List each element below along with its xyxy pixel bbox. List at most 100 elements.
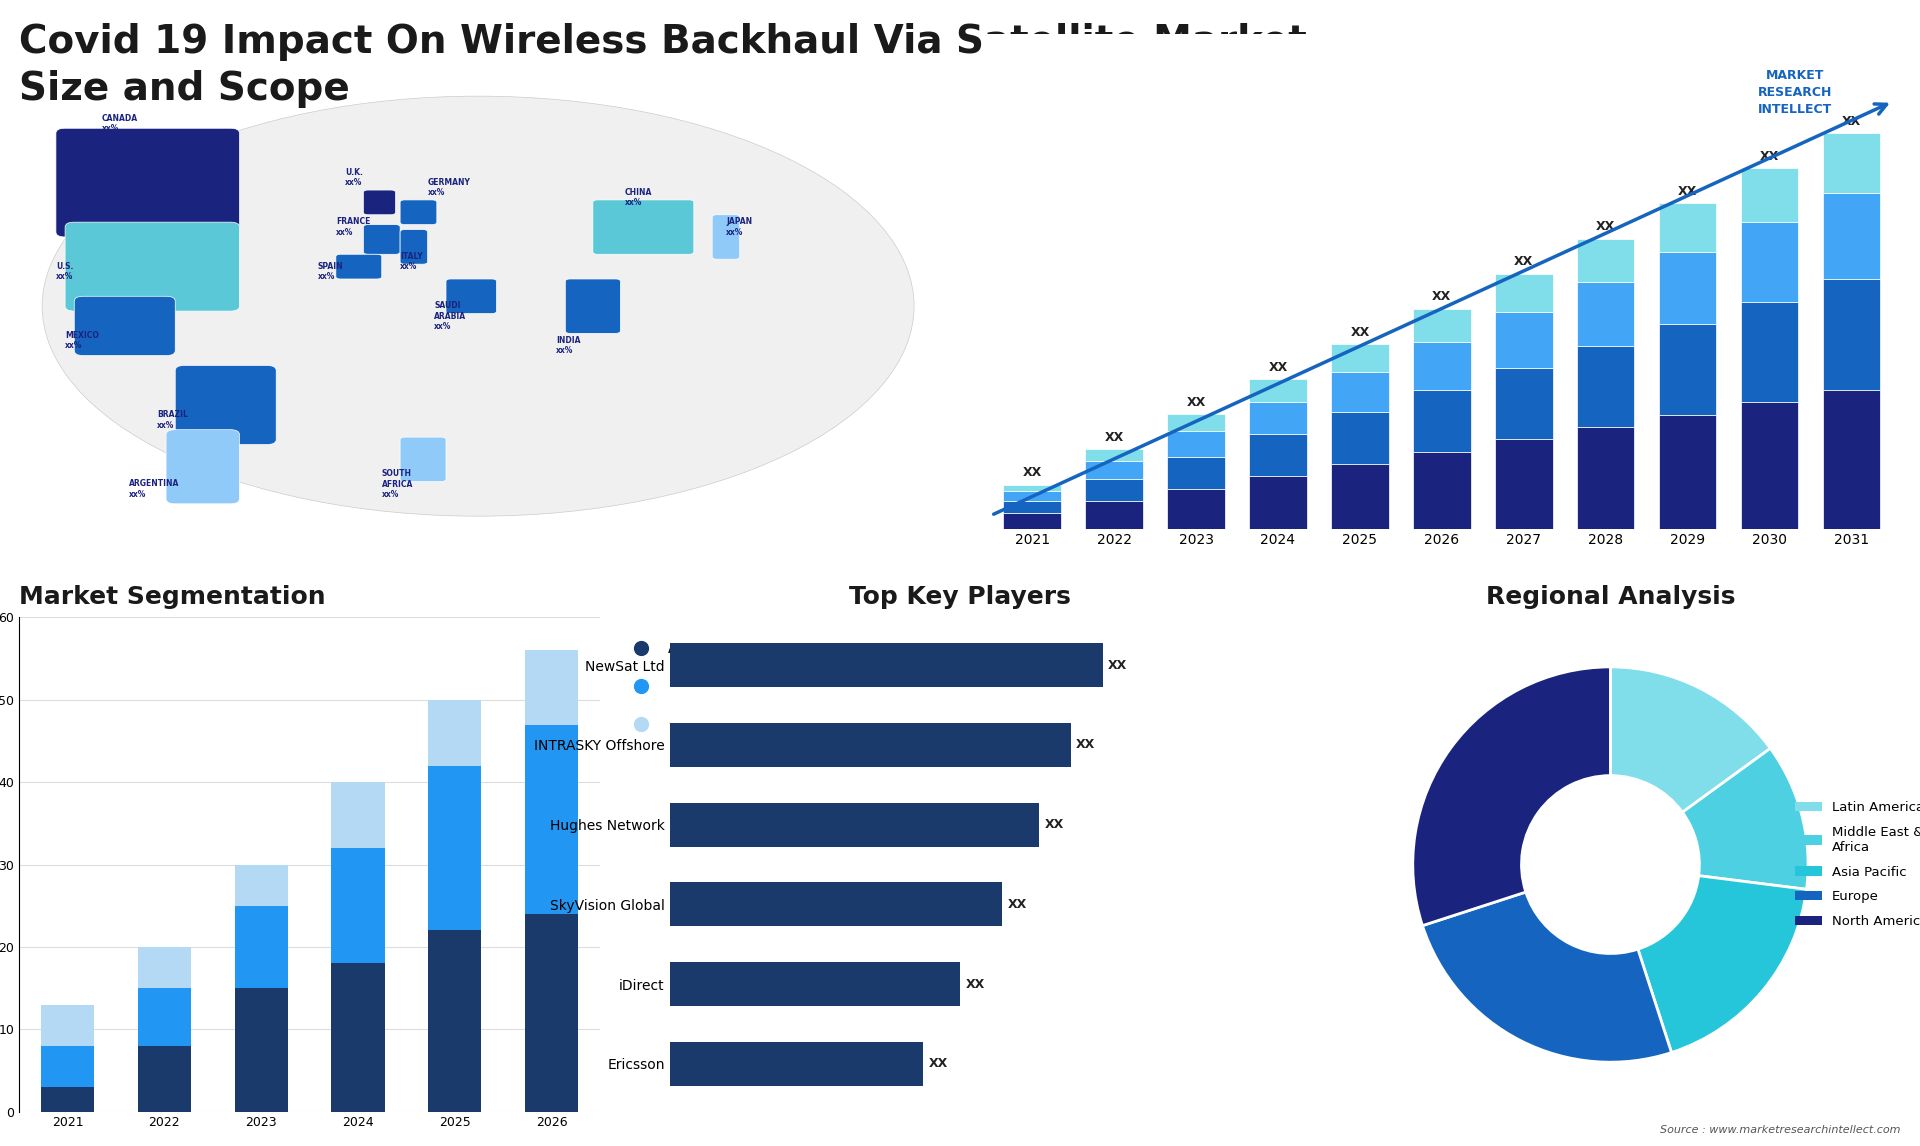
Wedge shape xyxy=(1682,748,1809,889)
Bar xyxy=(428,700,482,766)
Text: ITALY
xx%: ITALY xx% xyxy=(399,252,422,272)
Bar xyxy=(1331,344,1388,371)
Bar xyxy=(1331,413,1388,464)
Bar xyxy=(1413,452,1471,528)
Bar xyxy=(1822,280,1880,390)
FancyBboxPatch shape xyxy=(564,278,620,333)
Bar xyxy=(1167,488,1225,528)
Circle shape xyxy=(1521,776,1699,953)
Text: GERMANY
xx%: GERMANY xx% xyxy=(428,178,470,197)
Text: CANADA
xx%: CANADA xx% xyxy=(102,113,138,133)
Bar xyxy=(670,723,1071,767)
Bar xyxy=(670,643,1102,688)
Bar xyxy=(1496,312,1553,368)
Text: MARKET
RESEARCH
INTELLECT: MARKET RESEARCH INTELLECT xyxy=(1759,69,1832,116)
Bar xyxy=(1085,462,1142,479)
Bar xyxy=(40,1005,94,1046)
Text: XX: XX xyxy=(1075,738,1096,752)
Bar xyxy=(1822,193,1880,280)
Bar xyxy=(1659,252,1716,324)
FancyBboxPatch shape xyxy=(399,199,438,225)
Bar xyxy=(1659,415,1716,528)
Text: SPAIN
xx%: SPAIN xx% xyxy=(317,262,344,281)
Title: Regional Analysis: Regional Analysis xyxy=(1486,584,1736,609)
Text: XX: XX xyxy=(1269,361,1288,374)
Bar xyxy=(1413,309,1471,342)
Bar xyxy=(1576,346,1634,427)
Bar xyxy=(524,915,578,1112)
Text: U.K.
xx%: U.K. xx% xyxy=(346,168,363,188)
Bar xyxy=(1496,274,1553,312)
Bar xyxy=(1004,513,1062,528)
Bar xyxy=(332,783,384,848)
Bar xyxy=(1250,434,1308,477)
Text: XX: XX xyxy=(1023,466,1043,479)
Text: XX: XX xyxy=(1515,256,1534,268)
Wedge shape xyxy=(1611,667,1770,813)
Text: XX: XX xyxy=(1008,898,1027,911)
FancyBboxPatch shape xyxy=(445,278,497,314)
Text: Covid 19 Impact On Wireless Backhaul Via Satellite Market
Size and Scope: Covid 19 Impact On Wireless Backhaul Via… xyxy=(19,23,1308,108)
Text: Market Segmentation: Market Segmentation xyxy=(19,584,326,609)
Bar xyxy=(332,964,384,1112)
Bar xyxy=(1004,485,1062,492)
Bar xyxy=(1167,415,1225,431)
FancyBboxPatch shape xyxy=(336,254,382,278)
Text: XX: XX xyxy=(1044,818,1064,831)
Bar xyxy=(1576,427,1634,528)
Bar xyxy=(670,882,1002,926)
Bar xyxy=(1085,449,1142,462)
FancyBboxPatch shape xyxy=(363,190,396,214)
FancyBboxPatch shape xyxy=(593,199,693,254)
Bar xyxy=(1004,501,1062,513)
Bar xyxy=(1085,501,1142,528)
Text: INDIA
xx%: INDIA xx% xyxy=(557,336,580,355)
Bar xyxy=(138,947,190,988)
Text: XX: XX xyxy=(966,978,985,990)
Bar xyxy=(1167,431,1225,456)
Text: CHINA
xx%: CHINA xx% xyxy=(626,188,653,207)
Bar xyxy=(428,766,482,931)
Bar xyxy=(1250,379,1308,401)
Bar xyxy=(1331,371,1388,413)
Bar xyxy=(1576,238,1634,282)
FancyBboxPatch shape xyxy=(56,128,240,237)
Bar xyxy=(1250,401,1308,434)
Text: XX: XX xyxy=(1108,659,1127,672)
Bar xyxy=(524,724,578,915)
Bar xyxy=(1741,301,1799,402)
Bar xyxy=(138,988,190,1046)
FancyBboxPatch shape xyxy=(399,229,428,265)
Text: ARGENTINA
xx%: ARGENTINA xx% xyxy=(129,479,180,499)
Bar xyxy=(234,988,288,1112)
Ellipse shape xyxy=(42,96,914,516)
Bar xyxy=(1496,439,1553,528)
Text: Source : www.marketresearchintellect.com: Source : www.marketresearchintellect.com xyxy=(1661,1124,1901,1135)
Legend: Application, Product, Geography: Application, Product, Geography xyxy=(618,635,760,738)
Bar xyxy=(428,931,482,1112)
Wedge shape xyxy=(1638,876,1807,1052)
Bar xyxy=(1822,133,1880,193)
Bar xyxy=(234,905,288,988)
Bar xyxy=(1741,402,1799,528)
Text: XX: XX xyxy=(1350,325,1369,338)
Wedge shape xyxy=(1413,667,1611,926)
Text: JAPAN
xx%: JAPAN xx% xyxy=(726,218,753,237)
Text: XX: XX xyxy=(1841,115,1860,127)
Bar xyxy=(234,864,288,905)
Text: XX: XX xyxy=(1187,395,1206,409)
Legend: Latin America, Middle East &
Africa, Asia Pacific, Europe, North America: Latin America, Middle East & Africa, Asi… xyxy=(1789,795,1920,934)
Title: Top Key Players: Top Key Players xyxy=(849,584,1071,609)
Text: XX: XX xyxy=(1678,185,1697,198)
Bar xyxy=(1659,204,1716,252)
Wedge shape xyxy=(1423,892,1672,1062)
Text: BRAZIL
xx%: BRAZIL xx% xyxy=(157,410,188,430)
Bar xyxy=(1659,324,1716,415)
Bar xyxy=(1496,368,1553,439)
FancyBboxPatch shape xyxy=(165,430,240,504)
Bar xyxy=(40,1046,94,1086)
Bar xyxy=(1576,282,1634,346)
Text: U.S.
xx%: U.S. xx% xyxy=(56,262,73,281)
Bar xyxy=(1167,456,1225,488)
FancyBboxPatch shape xyxy=(363,225,399,254)
